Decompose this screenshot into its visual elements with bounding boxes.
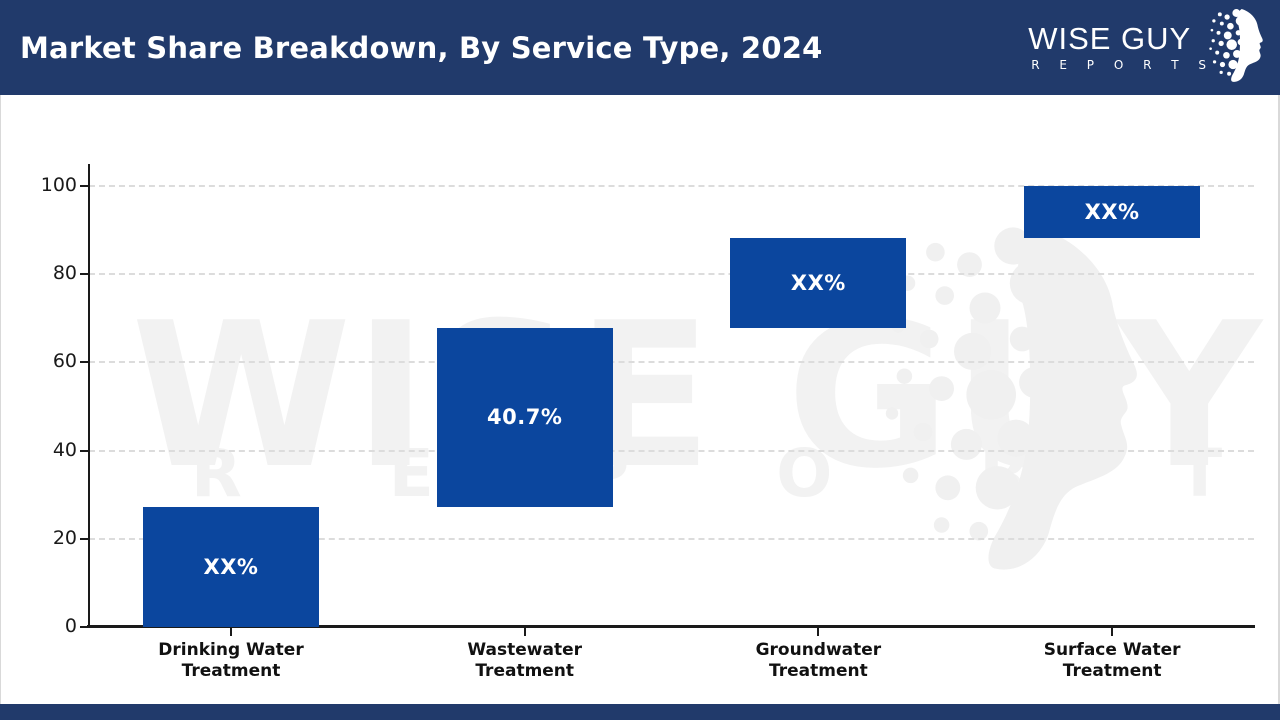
brand-face-icon bbox=[1209, 9, 1263, 82]
x-axis bbox=[87, 625, 1255, 628]
y-tick-label-80: 80 bbox=[52, 262, 77, 285]
bar-value-label: XX% bbox=[1084, 200, 1140, 225]
y-axis bbox=[88, 164, 90, 628]
bar-4: XX% bbox=[1024, 186, 1201, 239]
x-category-label-4: Surface Water Treatment bbox=[1043, 640, 1181, 681]
x-tick-mark-2 bbox=[523, 628, 526, 636]
y-tick-mark-0 bbox=[80, 626, 89, 628]
chart-area: WISE GUY R E P O R T S 0 20 40 60 80 100 bbox=[0, 95, 1280, 704]
brand-logo-text: WISE GUY R E P O R T S bbox=[1028, 21, 1214, 72]
x-category-label-3: Groundwater Treatment bbox=[755, 640, 882, 681]
y-tick-label-40: 40 bbox=[52, 438, 77, 461]
y-tick-mark-80 bbox=[80, 273, 89, 276]
x-tick-mark-3 bbox=[817, 628, 820, 636]
x-category-label-1: Drinking Water Treatment bbox=[158, 640, 304, 681]
header-bar: Market Share Breakdown, By Service Type,… bbox=[0, 0, 1280, 95]
bar-3: XX% bbox=[730, 238, 907, 328]
bar-2: 40.7% bbox=[436, 327, 613, 508]
gridline-80 bbox=[89, 273, 1254, 276]
gridline-40 bbox=[89, 449, 1254, 452]
y-tick-mark-60 bbox=[80, 361, 89, 364]
watermark-brand-text: WISE GUY bbox=[131, 280, 1264, 513]
y-tick-mark-100 bbox=[80, 185, 89, 187]
footer-bar bbox=[0, 704, 1280, 720]
y-tick-label-100: 100 bbox=[40, 174, 77, 196]
brand-name: WISE GUY bbox=[1028, 20, 1192, 56]
y-tick-mark-20 bbox=[80, 537, 89, 540]
brand-logo: WISE GUY R E P O R T S bbox=[1028, 6, 1270, 86]
y-tick-mark-40 bbox=[80, 449, 89, 452]
gridline-20 bbox=[89, 537, 1254, 540]
gridline-60 bbox=[89, 361, 1254, 364]
watermark-subtitle-text: R E P O R T S bbox=[191, 435, 1280, 512]
x-tick-mark-1 bbox=[230, 628, 232, 636]
watermark-face-icon bbox=[885, 227, 1137, 570]
page-title: Market Share Breakdown, By Service Type,… bbox=[20, 30, 823, 65]
x-category-label-2: Wastewater Treatment bbox=[467, 640, 582, 681]
bar-value-label: XX% bbox=[790, 271, 846, 295]
bar-value-label: 40.7% bbox=[487, 405, 563, 430]
y-tick-label-0: 0 bbox=[64, 615, 77, 637]
x-tick-mark-4 bbox=[1111, 628, 1114, 636]
gridline-100 bbox=[89, 185, 1254, 187]
brand-subtitle: R E P O R T S bbox=[1031, 57, 1214, 72]
y-tick-label-60: 60 bbox=[52, 350, 77, 373]
bar-1: XX% bbox=[143, 507, 319, 627]
bar-value-label: XX% bbox=[203, 555, 259, 580]
y-tick-label-20: 20 bbox=[52, 526, 77, 549]
